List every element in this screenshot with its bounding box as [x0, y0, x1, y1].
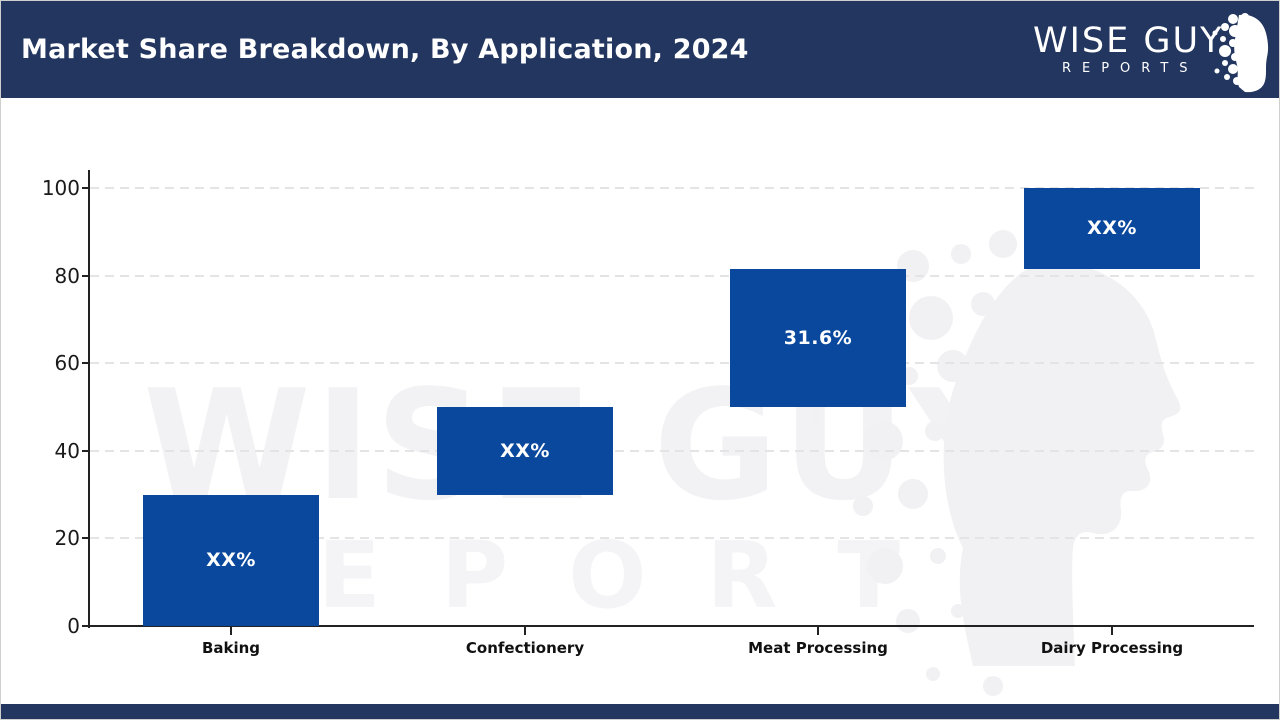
- gridline: [90, 449, 1254, 452]
- x-tick-mark: [817, 627, 819, 635]
- gridline: [90, 362, 1254, 365]
- x-tick-mark: [230, 627, 232, 635]
- y-tick-label: 0: [67, 614, 80, 638]
- x-tick-label: Dairy Processing: [1040, 639, 1184, 657]
- y-tick-mark: [82, 362, 90, 365]
- y-tick-mark: [82, 537, 90, 540]
- brand-logo-name: WISE GUY: [1033, 21, 1224, 61]
- y-tick-mark: [82, 187, 90, 189]
- y-tick-mark: [82, 449, 90, 452]
- bar-value-label: XX%: [1087, 217, 1137, 240]
- x-axis: [90, 625, 1254, 627]
- y-axis: [88, 170, 90, 628]
- bar-segment: XX%: [437, 407, 613, 495]
- gridline: [90, 187, 1254, 189]
- y-tick-label: 80: [54, 263, 80, 288]
- chart-area: WISE GUY R E P O R T S 0 20 40 60 80 100 XX% Ba…: [1, 98, 1279, 706]
- page-title: Market Share Breakdown, By Application, …: [21, 34, 749, 65]
- brand-logo-subtitle: REPORTS: [1061, 61, 1199, 76]
- gridline: [90, 274, 1254, 277]
- y-tick-mark: [82, 274, 90, 277]
- bar-segment: XX%: [1024, 188, 1200, 269]
- y-tick-label: 20: [54, 526, 80, 551]
- brand-logo: WISE GUY REPORTS: [1017, 7, 1269, 95]
- x-tick-label: Baking: [201, 639, 261, 657]
- bar-value-label: 31.6%: [783, 326, 853, 349]
- bar-segment: 31.6%: [730, 268, 906, 407]
- bar-segment: XX%: [143, 494, 319, 626]
- header-bar: Market Share Breakdown, By Application, …: [1, 1, 1279, 98]
- bar-value-label: XX%: [500, 439, 550, 462]
- x-tick-label: Meat Processing: [748, 639, 888, 657]
- gridline: [90, 537, 1254, 540]
- brand-logo-text: WISE GUY REPORTS: [1033, 23, 1224, 76]
- x-tick-mark: [1111, 627, 1113, 635]
- y-tick-mark: [82, 625, 90, 627]
- y-tick-label: 60: [54, 351, 80, 376]
- x-tick-label: Confectionery: [465, 639, 585, 657]
- x-tick-mark: [524, 627, 526, 635]
- footer-bar: [1, 704, 1279, 719]
- bar-value-label: XX%: [206, 549, 256, 572]
- y-tick-label: 100: [41, 176, 80, 200]
- y-tick-label: 40: [54, 438, 80, 463]
- logo-face-icon: [1212, 13, 1269, 93]
